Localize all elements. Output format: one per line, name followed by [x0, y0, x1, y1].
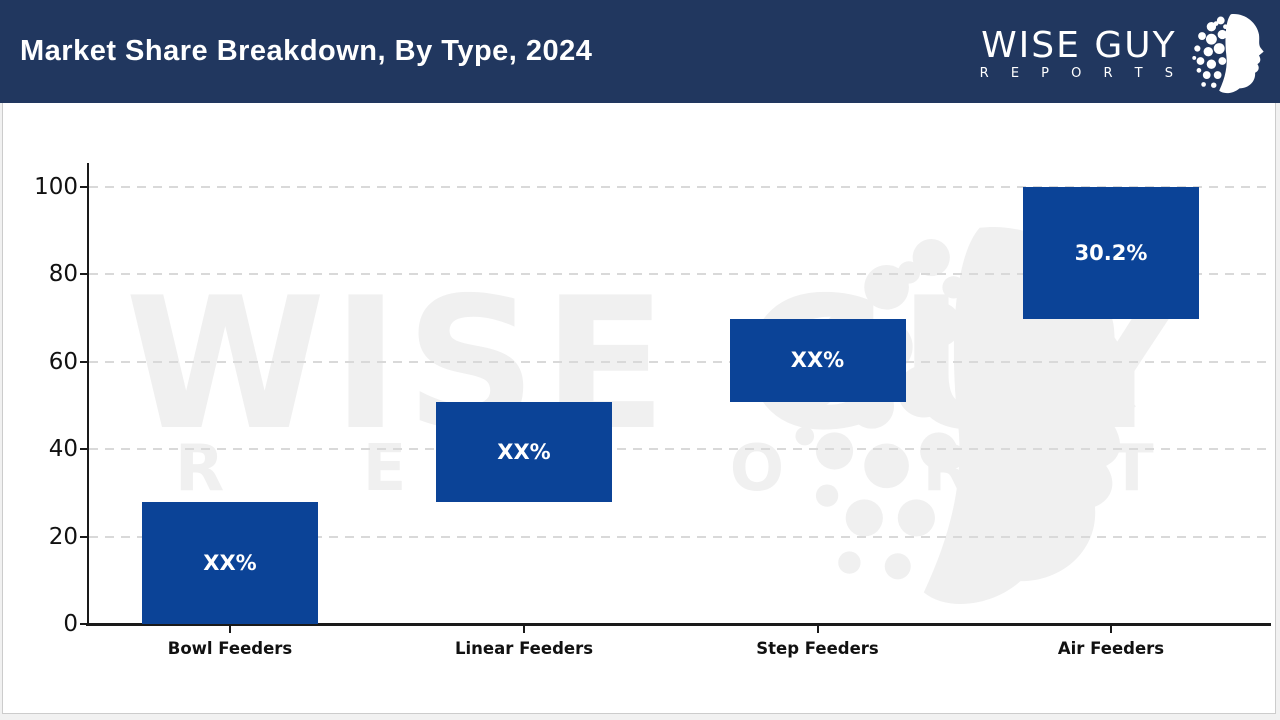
y-tick-100	[80, 185, 88, 188]
bar-value-label: XX%	[790, 348, 845, 373]
y-tick-label-40: 40	[48, 436, 78, 462]
gridline-100	[89, 185, 1271, 188]
bar-linear-feeders: XX%	[436, 402, 612, 502]
y-tick-label-80: 80	[48, 261, 78, 287]
bar-step-feeders: XX%	[729, 318, 906, 403]
brand-logo-text: WISE GUY R E P O R T S	[976, 24, 1182, 82]
bar-value-label: 30.2%	[1074, 240, 1148, 265]
gridline-80	[89, 273, 1271, 275]
y-tick-label-60: 60	[48, 348, 78, 375]
bar-bowl-feeders: XX%	[142, 501, 318, 624]
brand-subtitle: R E P O R T S	[979, 66, 1182, 82]
x-category-label-3: Air Feeders	[1057, 639, 1165, 658]
brand-logo: WISE GUY R E P O R T S	[976, 8, 1266, 100]
x-tick-1	[523, 625, 525, 633]
x-tick-0	[229, 625, 231, 633]
y-tick-80	[80, 273, 88, 275]
y-tick-20	[80, 535, 88, 538]
gridline-20	[89, 535, 1271, 538]
brand-face-icon	[1188, 9, 1266, 99]
x-category-label-1: Linear Feeders	[454, 639, 594, 658]
header-bar: Market Share Breakdown, By Type, 2024 WI…	[0, 0, 1280, 103]
page-title: Market Share Breakdown, By Type, 2024	[20, 35, 593, 67]
y-tick-label-100: 100	[34, 173, 78, 200]
x-tick-2	[816, 625, 819, 633]
y-tick-label-0: 0	[63, 611, 78, 637]
gridline-60	[89, 360, 1271, 363]
brand-name: WISE GUY	[981, 24, 1177, 66]
y-tick-0	[80, 623, 88, 625]
y-axis-spine	[87, 163, 89, 625]
bar-value-label: XX%	[497, 440, 551, 465]
x-tick-3	[1110, 625, 1112, 633]
gridline-40	[89, 448, 1271, 450]
x-category-label-2: Step Feeders	[756, 639, 879, 658]
y-tick-label-20: 20	[48, 523, 78, 550]
x-category-label-0: Bowl Feeders	[167, 639, 293, 658]
x-axis-line	[86, 623, 1271, 626]
bar-value-label: XX%	[203, 550, 257, 575]
bar-air-feeders: 30.2%	[1023, 186, 1199, 319]
y-tick-40	[80, 448, 88, 450]
y-tick-60	[80, 360, 88, 363]
